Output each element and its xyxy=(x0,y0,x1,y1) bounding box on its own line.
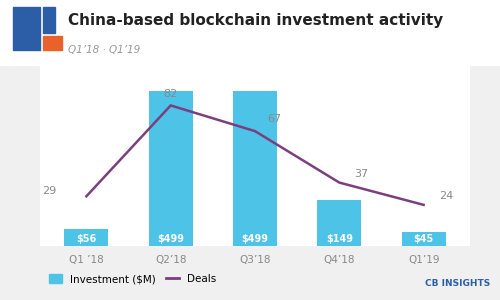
Bar xyxy=(318,200,361,246)
Text: $45: $45 xyxy=(414,234,434,244)
Text: $499: $499 xyxy=(157,234,184,244)
Bar xyxy=(233,91,277,246)
Legend: Investment ($M), Deals: Investment ($M), Deals xyxy=(45,270,220,288)
Bar xyxy=(402,232,446,246)
Bar xyxy=(64,229,108,246)
Text: $56: $56 xyxy=(76,234,96,244)
Text: 37: 37 xyxy=(354,169,368,179)
Text: China-based blockchain investment activity: China-based blockchain investment activi… xyxy=(68,13,443,28)
FancyBboxPatch shape xyxy=(12,7,40,50)
Text: 24: 24 xyxy=(439,191,453,201)
Bar xyxy=(149,91,192,246)
Text: CB INSIGHTS: CB INSIGHTS xyxy=(425,279,490,288)
FancyBboxPatch shape xyxy=(42,36,62,50)
Text: $149: $149 xyxy=(326,234,353,244)
Text: Q1’18 · Q1’19: Q1’18 · Q1’19 xyxy=(68,45,140,55)
Text: 67: 67 xyxy=(268,114,282,124)
Text: $499: $499 xyxy=(242,234,268,244)
Text: 29: 29 xyxy=(42,186,57,196)
Text: 82: 82 xyxy=(164,88,178,99)
FancyBboxPatch shape xyxy=(42,7,55,33)
